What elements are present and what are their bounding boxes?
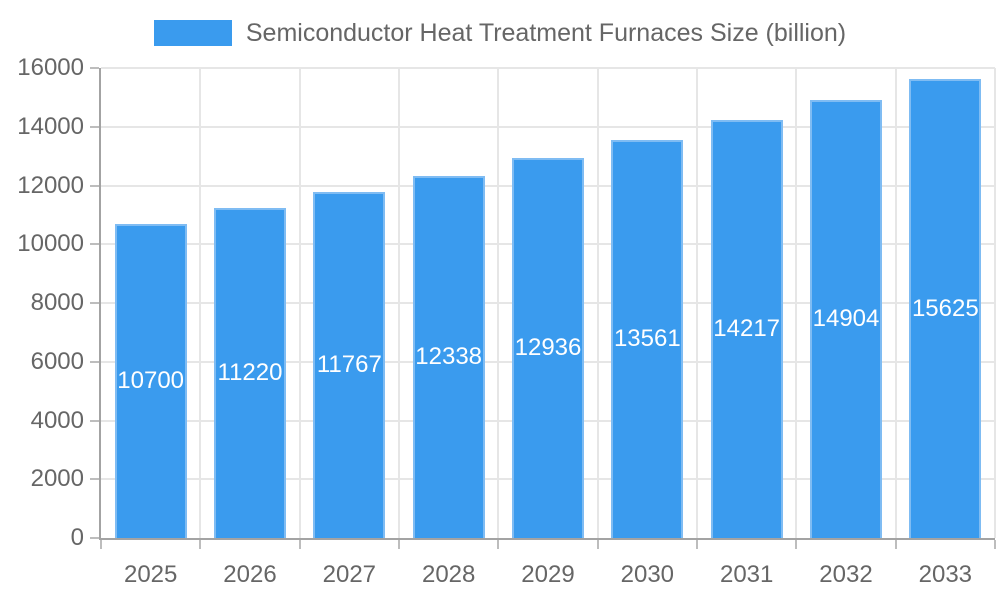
- y-axis-tick: [90, 125, 99, 128]
- x-axis-tick-label: 2027: [322, 561, 377, 588]
- x-axis-tick: [994, 540, 996, 549]
- bar: [114, 223, 187, 538]
- x-axis-tick-label: 2030: [620, 561, 675, 588]
- bar: [909, 79, 982, 538]
- bar: [810, 100, 882, 538]
- x-axis-tick: [696, 540, 698, 549]
- gridline-vertical: [199, 68, 202, 538]
- y-axis-tick: [90, 419, 99, 422]
- plot-area: 10700 11220 11767 12338 12936 13561 14217 14904…: [101, 67, 996, 538]
- y-axis-tick-label: 4000: [30, 406, 84, 434]
- y-axis-tick: [90, 360, 99, 363]
- y-axis-tick-label: 8000: [30, 289, 84, 316]
- x-axis-line: [99, 538, 995, 540]
- x-axis-tick: [596, 540, 599, 549]
- gridline-vertical: [994, 68, 996, 538]
- y-axis-tick-label: 2000: [30, 465, 84, 493]
- legend-swatch-icon: [153, 20, 232, 46]
- x-axis-tick-label: 2029: [521, 561, 575, 588]
- y-axis-tick-label: 16000: [17, 54, 84, 81]
- y-axis-tick-label: 6000: [30, 347, 84, 375]
- bar: [512, 158, 584, 538]
- x-axis-tick: [497, 540, 500, 549]
- gridline-vertical: [298, 68, 301, 538]
- bar: [214, 208, 286, 538]
- legend-item[interactable]: Semiconductor Heat Treatment Furnaces Si…: [0, 16, 1000, 50]
- y-axis-tick: [90, 478, 99, 481]
- bar: [710, 120, 783, 538]
- gridline-horizontal: [101, 67, 995, 69]
- y-axis-tick-label: 14000: [17, 112, 84, 140]
- gridline-vertical: [596, 68, 599, 538]
- y-axis-tick: [90, 243, 99, 246]
- bar: [611, 139, 684, 538]
- bar: [313, 192, 386, 538]
- gridline-vertical: [894, 68, 897, 538]
- gridline-vertical: [497, 68, 500, 538]
- gridline-vertical: [795, 68, 798, 538]
- y-axis-tick-label: 12000: [17, 171, 84, 199]
- x-axis-tick: [398, 540, 400, 549]
- x-axis-tick-label: 2031: [719, 561, 774, 588]
- gridline-horizontal: [101, 125, 995, 128]
- x-axis-tick: [894, 540, 897, 549]
- x-axis-tick: [100, 540, 102, 549]
- y-axis-tick: [90, 184, 99, 187]
- legend-label: Semiconductor Heat Treatment Furnaces Si…: [245, 18, 847, 47]
- y-axis-line: [99, 68, 101, 540]
- x-axis-tick-label: 2026: [223, 561, 277, 588]
- gridline-vertical: [696, 68, 698, 538]
- x-axis-tick-label: 2028: [421, 561, 476, 588]
- x-axis-tick: [298, 540, 301, 549]
- x-axis-tick-label: 2033: [918, 561, 973, 588]
- x-axis-tick: [795, 540, 798, 549]
- gridline-vertical: [398, 68, 400, 538]
- x-axis-tick-label: 2032: [819, 561, 873, 588]
- y-axis-tick-label: 0: [70, 524, 84, 551]
- x-axis-tick: [199, 540, 202, 549]
- bar: [412, 175, 485, 538]
- y-axis-tick: [90, 302, 99, 304]
- y-axis-tick: [90, 67, 99, 69]
- y-axis-tick-label: 10000: [17, 230, 84, 258]
- y-axis-tick: [90, 537, 99, 539]
- x-axis-tick-label: 2025: [123, 561, 178, 588]
